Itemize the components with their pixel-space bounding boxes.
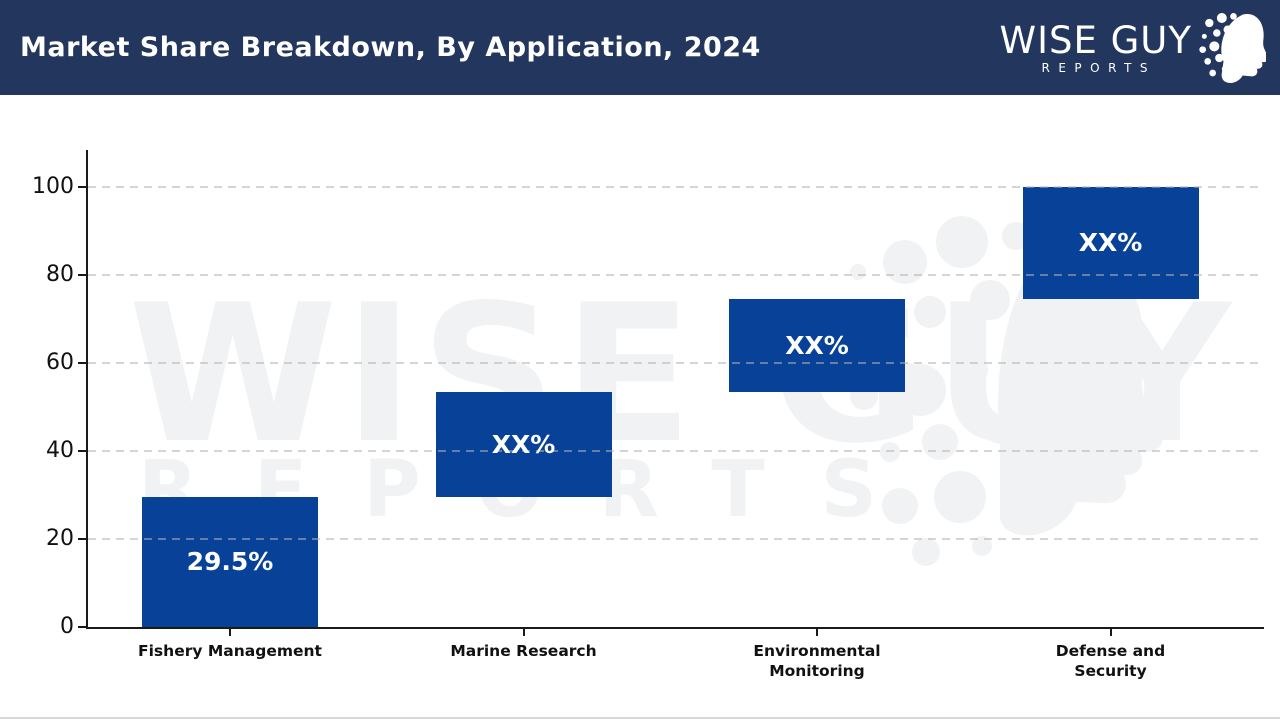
x-category-label: Defense and Security bbox=[1055, 642, 1166, 680]
wiseguy-face-icon bbox=[1199, 12, 1266, 83]
gridline-80 bbox=[88, 274, 1262, 276]
gridline-20 bbox=[88, 538, 1262, 540]
bottom-border bbox=[0, 717, 1280, 719]
y-tick-20 bbox=[78, 538, 86, 540]
y-tick-100 bbox=[78, 186, 86, 188]
y-tick-label-80: 80 bbox=[46, 262, 74, 287]
y-tick-label-20: 20 bbox=[46, 526, 74, 551]
y-tick-label-0: 0 bbox=[60, 614, 74, 639]
y-tick-label-40: 40 bbox=[46, 438, 74, 463]
x-tick bbox=[229, 629, 231, 636]
header-bar: Market Share Breakdown, By Application, … bbox=[0, 0, 1280, 95]
chart-title: Market Share Breakdown, By Application, … bbox=[20, 32, 761, 63]
gridline-40 bbox=[88, 450, 1262, 452]
x-category-label: Fishery Management bbox=[138, 642, 322, 660]
bar-value-label: XX% bbox=[1078, 228, 1143, 258]
gridline-60 bbox=[88, 362, 1262, 364]
logo-wordmark: WISE GUY REPORTS bbox=[1000, 22, 1192, 74]
gridline-100 bbox=[88, 186, 1262, 188]
bar-segment bbox=[435, 392, 612, 498]
y-tick-80 bbox=[78, 274, 86, 276]
bar-value-label: XX% bbox=[491, 429, 556, 459]
y-tick-40 bbox=[78, 450, 86, 452]
y-tick-label-60: 60 bbox=[46, 350, 74, 375]
wiseguy-logo: WISE GUY REPORTS bbox=[1000, 6, 1266, 90]
logo-wordmark-line2: REPORTS bbox=[1041, 60, 1157, 75]
x-category-label: Marine Research bbox=[450, 642, 597, 660]
bar-value-label: XX% bbox=[785, 330, 849, 360]
bar-value-label: 29.5% bbox=[186, 547, 274, 577]
x-tick bbox=[1109, 629, 1112, 636]
x-category-label: Environmental Monitoring bbox=[753, 642, 881, 680]
x-tick bbox=[816, 629, 818, 636]
y-axis-line bbox=[86, 150, 88, 629]
bar-segment bbox=[142, 497, 318, 627]
y-tick-60 bbox=[78, 362, 86, 364]
x-tick bbox=[522, 629, 525, 636]
x-axis-line bbox=[86, 627, 1264, 629]
logo-wordmark-line1: WISE GUY bbox=[999, 18, 1192, 62]
y-tick-label-100: 100 bbox=[32, 174, 74, 199]
y-tick-0 bbox=[78, 626, 86, 628]
